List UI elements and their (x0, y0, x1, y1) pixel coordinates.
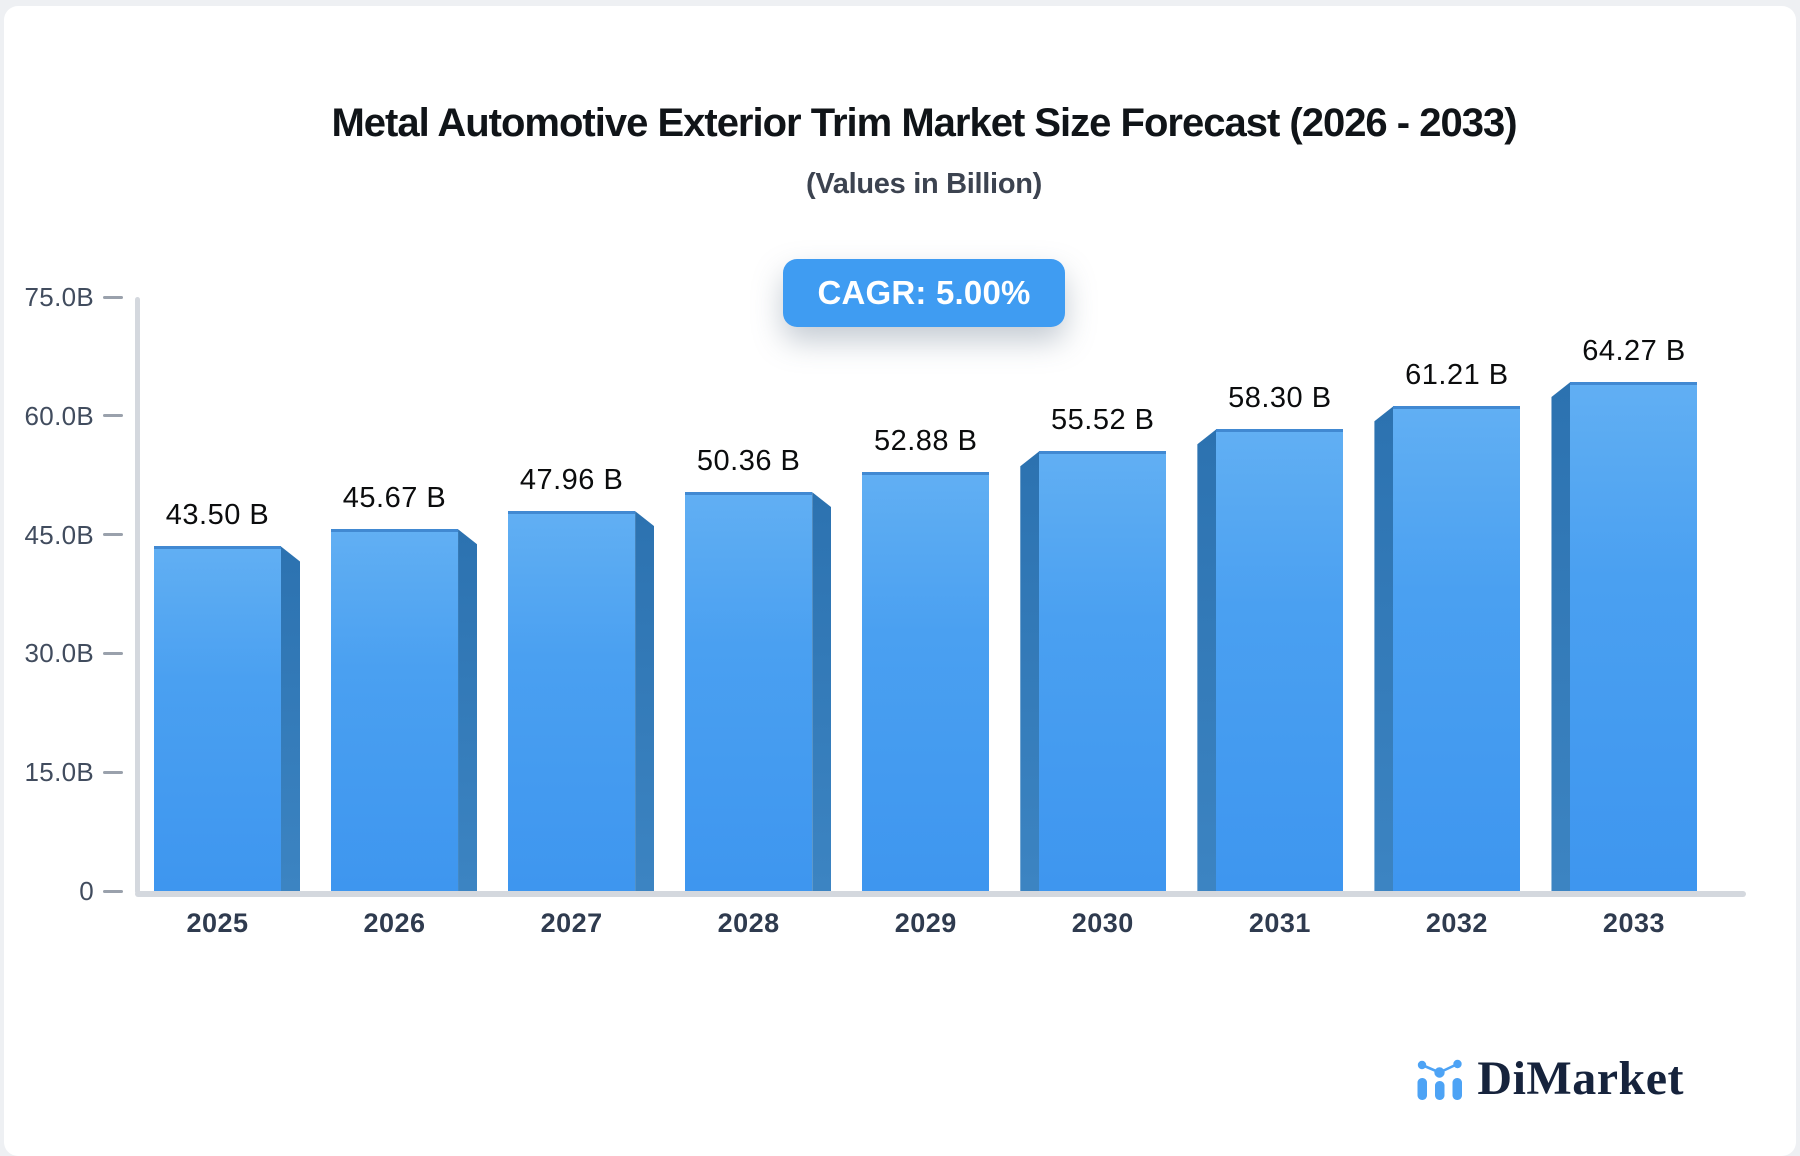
bar-value-label: 43.50 B (165, 499, 270, 532)
y-tick-label: 0 (79, 876, 94, 906)
y-tick-label: 45.0B (24, 519, 94, 550)
y-tick-dash (103, 533, 123, 537)
bar-value-label: 58.30 B (1228, 382, 1332, 415)
y-axis-line (135, 297, 140, 894)
y-tick-label: 60.0B (24, 400, 94, 431)
dimarket-logo: DiMarket (1417, 1051, 1684, 1106)
y-tick-dash (103, 414, 123, 418)
bar-value-label: 45.67 B (342, 482, 447, 515)
x-tick-label: 2031 (1248, 908, 1311, 938)
bar-2033 (1570, 381, 1698, 891)
x-tick-label: 2025 (186, 908, 249, 938)
bar-2027 (508, 511, 636, 891)
y-tick-label: 30.0B (24, 638, 94, 669)
x-axis-baseline (135, 891, 1746, 897)
x-tick-label: 2029 (894, 908, 957, 938)
y-tick-dash (103, 770, 123, 774)
bar-side-face (281, 546, 300, 891)
bar-value-label: 55.52 B (1051, 404, 1155, 437)
y-tick-dash (103, 651, 123, 655)
logo-text: DiMarket (1477, 1052, 1684, 1105)
bar-value-label: 52.88 B (873, 425, 978, 458)
x-tick-label: 2026 (363, 908, 426, 938)
bar-2029 (862, 472, 990, 891)
bar-side-face (1551, 381, 1571, 891)
bar-side-face (1197, 429, 1217, 891)
chart-card: Metal Automotive Exterior Trim Market Si… (4, 6, 1796, 1156)
bar-2028 (685, 492, 813, 891)
bar-side-face (458, 529, 478, 891)
bar-value-label: 50.36 B (696, 445, 801, 478)
bar-side-face (635, 511, 655, 891)
y-tick-dash (103, 889, 123, 893)
bar-2025 (154, 546, 281, 891)
bar-side-face (1374, 406, 1394, 891)
cagr-badge: CAGR: 5.00% (783, 259, 1065, 327)
chart-subtitle: (Values in Billion) (806, 168, 1042, 200)
y-tick-label: 75.0B (24, 282, 94, 312)
bar-2032 (1393, 406, 1521, 891)
bar-2026 (331, 529, 459, 891)
bar-2030 (1039, 451, 1167, 891)
x-tick-label: 2033 (1602, 908, 1665, 938)
x-tick-label: 2027 (540, 908, 603, 938)
bar-2031 (1216, 429, 1344, 891)
x-tick-label: 2030 (1071, 908, 1134, 938)
bar-value-label: 47.96 B (519, 464, 624, 497)
x-tick-label: 2032 (1425, 908, 1488, 938)
chart-title: Metal Automotive Exterior Trim Market Si… (331, 101, 1517, 145)
y-tick-label: 15.0B (24, 757, 94, 788)
bar-value-label: 61.21 B (1405, 359, 1509, 392)
mini-bar-line-chart-icon (1417, 1059, 1463, 1100)
bar-side-face (1020, 451, 1040, 891)
y-tick-dash (103, 295, 123, 299)
bar-value-label: 64.27 B (1582, 334, 1686, 367)
bar-side-face (812, 492, 832, 891)
x-tick-label: 2028 (717, 908, 780, 938)
plot-area: 0 15.0B 30.0B 45.0B 60.0B 75.0B 43.50 B 2025 45.… (4, 6, 1796, 1156)
